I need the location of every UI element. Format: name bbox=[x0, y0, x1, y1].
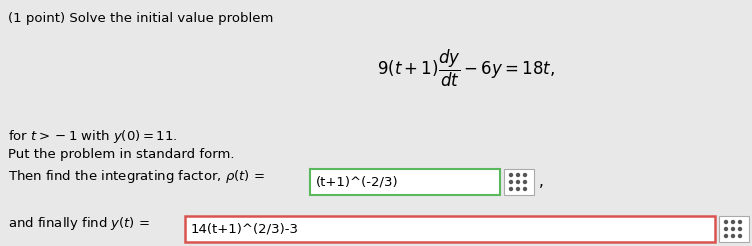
Circle shape bbox=[517, 173, 520, 176]
Text: $9(t + 1)\dfrac{dy}{dt} - 6y = 18t,$: $9(t + 1)\dfrac{dy}{dt} - 6y = 18t,$ bbox=[378, 48, 555, 89]
Text: and finally find $y(t)\, =\,$: and finally find $y(t)\, =\,$ bbox=[8, 215, 150, 232]
Circle shape bbox=[738, 228, 741, 231]
Bar bbox=[185, 216, 715, 242]
Circle shape bbox=[732, 228, 735, 231]
Bar bbox=[504, 169, 534, 195]
Circle shape bbox=[517, 187, 520, 190]
Text: Then find the integrating factor, $\rho(t)\, =\,$: Then find the integrating factor, $\rho(… bbox=[8, 168, 265, 185]
Circle shape bbox=[510, 173, 513, 176]
Circle shape bbox=[523, 187, 526, 190]
Circle shape bbox=[523, 173, 526, 176]
Circle shape bbox=[724, 234, 727, 237]
Text: (1 point) Solve the initial value problem: (1 point) Solve the initial value proble… bbox=[8, 12, 274, 25]
Text: (t+1)^(-2/3): (t+1)^(-2/3) bbox=[316, 175, 399, 188]
Circle shape bbox=[738, 234, 741, 237]
Text: Put the problem in standard form.: Put the problem in standard form. bbox=[8, 148, 235, 161]
Circle shape bbox=[738, 220, 741, 224]
Circle shape bbox=[724, 220, 727, 224]
Bar bbox=[719, 216, 749, 242]
Circle shape bbox=[523, 181, 526, 184]
Text: for $t > -1$ with $y(0) = 11$.: for $t > -1$ with $y(0) = 11$. bbox=[8, 128, 177, 145]
Text: ,: , bbox=[539, 174, 544, 189]
Bar bbox=[310, 169, 500, 195]
Circle shape bbox=[510, 181, 513, 184]
Text: 14(t+1)^(2/3)-3: 14(t+1)^(2/3)-3 bbox=[191, 222, 299, 235]
Circle shape bbox=[732, 234, 735, 237]
Circle shape bbox=[510, 187, 513, 190]
Circle shape bbox=[724, 228, 727, 231]
Circle shape bbox=[732, 220, 735, 224]
Circle shape bbox=[517, 181, 520, 184]
